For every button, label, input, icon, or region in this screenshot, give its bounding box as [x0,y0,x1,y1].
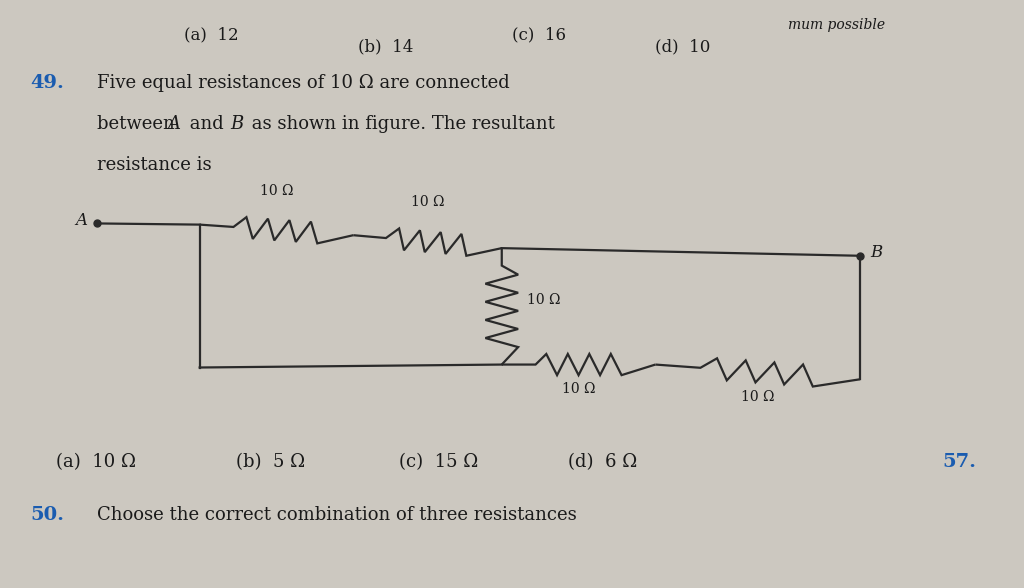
Text: 10 Ω: 10 Ω [411,195,444,209]
Text: 57.: 57. [942,453,976,471]
Text: A: A [75,212,87,229]
Text: between: between [97,115,181,133]
Text: Five equal resistances of 10 Ω are connected: Five equal resistances of 10 Ω are conne… [97,74,510,92]
Text: 10 Ω: 10 Ω [260,183,293,198]
Text: (c)  16: (c) 16 [512,26,566,44]
Text: (b)  14: (b) 14 [358,38,414,55]
Text: (c)  15 Ω: (c) 15 Ω [399,453,478,471]
Text: and: and [184,115,229,133]
Text: resistance is: resistance is [97,156,212,174]
Text: 10 Ω: 10 Ω [562,382,595,396]
Text: 10 Ω: 10 Ω [741,389,774,403]
Text: 10 Ω: 10 Ω [527,293,561,308]
Text: (d)  10: (d) 10 [655,38,711,55]
Text: B: B [230,115,244,133]
Text: B: B [870,245,883,261]
Text: (b)  5 Ω: (b) 5 Ω [236,453,305,471]
Text: 49.: 49. [31,74,65,92]
Text: as shown in figure. The resultant: as shown in figure. The resultant [246,115,555,133]
Text: 50.: 50. [31,506,65,524]
Text: A: A [167,115,180,133]
Text: Choose the correct combination of three resistances: Choose the correct combination of three … [97,506,578,524]
Text: (d)  6 Ω: (d) 6 Ω [568,453,638,471]
Text: mum possible: mum possible [788,18,886,32]
Text: (a)  10 Ω: (a) 10 Ω [56,453,136,471]
Text: (a)  12: (a) 12 [184,26,239,44]
